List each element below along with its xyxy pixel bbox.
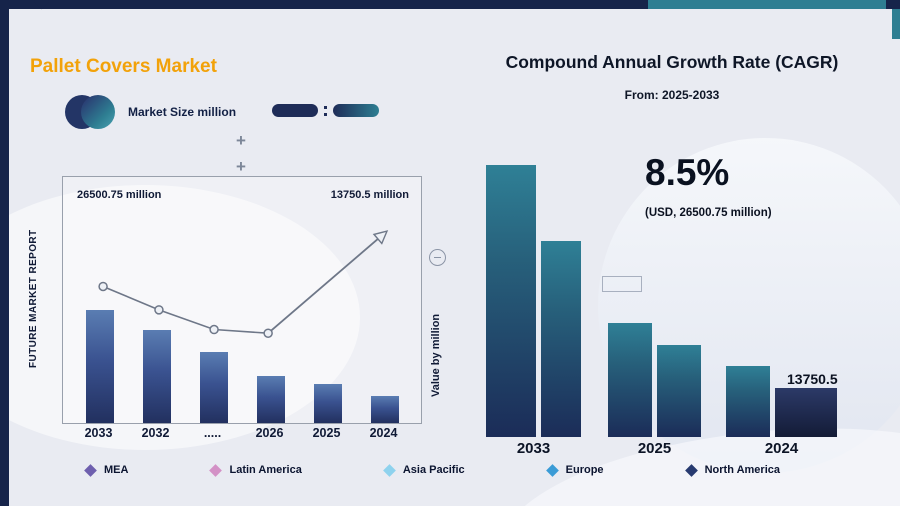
cagr-bar bbox=[608, 323, 652, 437]
decorative-left-edge-bar bbox=[0, 0, 9, 506]
x-tick-label: 2024 bbox=[764, 440, 799, 457]
legend-item-north-america: North America bbox=[684, 463, 780, 477]
left-x-axis: 2033 2032..... 2026 2025 2024 bbox=[62, 426, 420, 440]
decorative-corner-teal bbox=[892, 9, 900, 39]
right-y-axis-label: Value by million bbox=[430, 313, 442, 398]
plus-icon: + bbox=[236, 157, 246, 176]
cagr-title: Compound Annual Growth Rate (CAGR) bbox=[505, 52, 839, 72]
market-size-bar bbox=[370, 395, 399, 423]
cagr-x-axis: 2033 2025 2024 bbox=[480, 440, 860, 462]
x-tick-label: 2033 bbox=[84, 426, 113, 440]
legend-diamond-icon bbox=[84, 463, 97, 477]
value-callout-2024: 13750.5 bbox=[787, 371, 838, 387]
market-title: Pallet Covers Market bbox=[30, 56, 217, 77]
bar-cell bbox=[192, 177, 236, 423]
legend-item-europe: Europe bbox=[545, 463, 604, 477]
cagr-plot bbox=[480, 160, 860, 437]
left-y-axis-label: FUTURE MARKET REPORT bbox=[28, 229, 39, 369]
annotation-max-value: 26500.75 million bbox=[77, 189, 162, 201]
market-size-legend: Market Size million bbox=[64, 94, 236, 130]
x-tick-label: 2025 bbox=[637, 440, 672, 457]
legend-label: MEA bbox=[104, 464, 129, 476]
bar-cell bbox=[363, 177, 407, 423]
pill-gradient-icon bbox=[333, 104, 379, 117]
cylinder-icon bbox=[64, 94, 116, 130]
decorative-top-bar bbox=[0, 0, 900, 9]
plus-icon: + bbox=[236, 131, 246, 150]
decorative-rectangle bbox=[602, 276, 642, 292]
x-tick-label: 2024 bbox=[369, 426, 398, 440]
legend-label: North America bbox=[704, 464, 780, 476]
cagr-basis-note: (USD, 26500.75 million) bbox=[645, 207, 772, 219]
market-size-bar bbox=[256, 376, 285, 423]
circle-minus-icon bbox=[429, 249, 446, 266]
x-tick-label: 2025 bbox=[312, 426, 341, 440]
legend-label: Europe bbox=[565, 464, 604, 476]
cagr-subtitle: From: 2025-2033 bbox=[624, 88, 720, 102]
legend-label: Asia Pacific bbox=[402, 464, 465, 476]
trend-arrow-svg bbox=[98, 230, 389, 338]
region-legend: MEA Latin America Asia Pacific Europe North … bbox=[84, 463, 780, 477]
market-size-bar bbox=[142, 329, 171, 423]
bar-cell bbox=[306, 177, 350, 423]
cagr-bar bbox=[486, 165, 536, 437]
cylinder-icon-front bbox=[81, 95, 115, 129]
legend-item-latin-america: Latin America bbox=[209, 463, 302, 477]
market-size-bar bbox=[313, 383, 342, 423]
pill-dark-icon bbox=[272, 104, 318, 117]
market-size-chart: 26500.75 million 13750.5 million bbox=[62, 176, 422, 424]
x-tick-label: 2033 bbox=[516, 440, 551, 457]
cagr-bar bbox=[726, 366, 770, 437]
legend-item-mea: MEA bbox=[84, 463, 129, 477]
decorative-top-bar-teal bbox=[648, 0, 886, 9]
legend-diamond-icon bbox=[382, 463, 396, 477]
bar-cell bbox=[249, 177, 293, 423]
legend-label: Latin America bbox=[229, 464, 302, 476]
legend-diamond-icon bbox=[684, 463, 698, 477]
cagr-value: 8.5% bbox=[645, 152, 730, 193]
left-bar-area bbox=[63, 177, 421, 423]
x-tick-label: 2026 bbox=[255, 426, 284, 440]
scale-pills bbox=[272, 104, 379, 117]
x-tick-label: ..... bbox=[203, 426, 222, 440]
colon-dots-icon bbox=[324, 105, 327, 116]
cagr-bar bbox=[541, 241, 581, 437]
bar-cell bbox=[135, 177, 179, 423]
legend-item-asia-pacific: Asia Pacific bbox=[382, 463, 465, 477]
cagr-bar bbox=[775, 388, 837, 437]
bar-cell bbox=[78, 177, 122, 423]
market-size-bar bbox=[85, 309, 114, 423]
x-tick-label: 2032 bbox=[141, 426, 170, 440]
legend-series-label: Market Size million bbox=[128, 105, 237, 119]
market-size-bar bbox=[199, 351, 228, 423]
annotation-min-value: 13750.5 million bbox=[330, 189, 409, 201]
cagr-bar bbox=[657, 345, 701, 437]
legend-diamond-icon bbox=[209, 463, 223, 477]
legend-diamond-icon bbox=[545, 463, 559, 477]
